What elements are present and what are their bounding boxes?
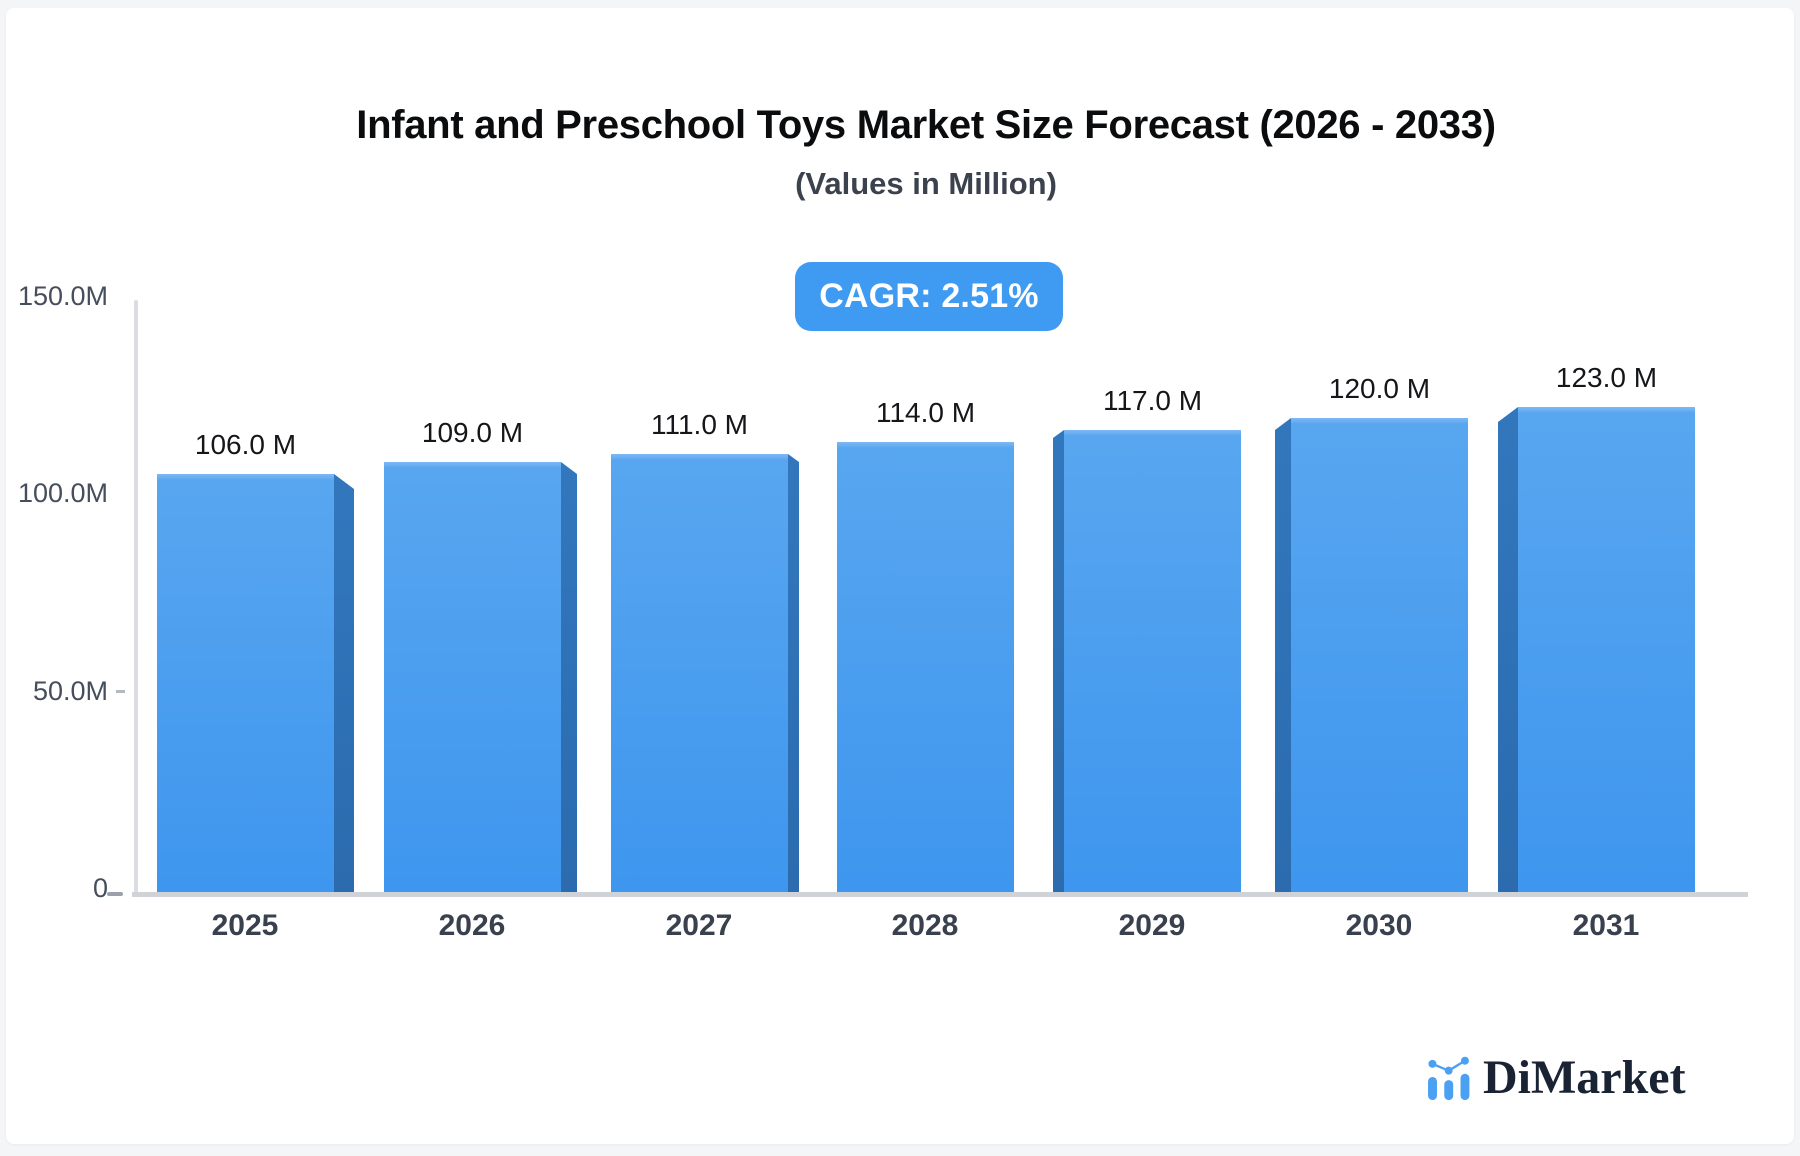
x-axis-label-2026: 2026: [438, 909, 506, 942]
bar-3d-side-2029: [1053, 430, 1064, 892]
chart-card: Infant and Preschool Toys Market Size Fo…: [6, 8, 1794, 1144]
x-axis-label-2028: 2028: [891, 909, 959, 942]
x-axis-baseline: [132, 892, 1748, 897]
x-axis-label-2031: 2031: [1572, 909, 1640, 942]
bar-face-2025: [157, 474, 334, 892]
chart-title: Infant and Preschool Toys Market Size Fo…: [356, 103, 1496, 147]
bar-value-label-2029: 117.0 M: [1102, 385, 1203, 416]
bar-2028: [837, 442, 1014, 892]
bar-3d-side-2027: [788, 454, 799, 892]
bar-face-2029: [1064, 430, 1241, 892]
bar-value-label-2031: 123.0 M: [1555, 362, 1658, 393]
bar-2027: [611, 454, 799, 892]
y-axis-label-50: 50.0M: [32, 676, 108, 706]
bar-face-2028: [837, 442, 1014, 892]
bar-3d-side-2025: [334, 474, 354, 892]
bar-2025: [157, 474, 354, 892]
bar-value-label-2026: 109.0 M: [421, 417, 524, 448]
bar-3d-side-2031: [1498, 407, 1518, 892]
x-axis-label-2030: 2030: [1345, 909, 1413, 942]
bar-face-2027: [611, 454, 788, 892]
chart-subtitle: (Values in Million): [795, 166, 1057, 201]
bar-value-label-2025: 106.0 M: [194, 429, 297, 460]
cagr-badge: CAGR: 2.51%: [795, 262, 1063, 331]
bar-2026: [384, 462, 577, 892]
y-axis-label-150: 150.0M: [17, 281, 108, 311]
bar-3d-side-2026: [561, 462, 577, 892]
bar-2030: [1275, 418, 1468, 892]
y-axis-tick-50: [116, 690, 125, 693]
bar-face-2031: [1518, 407, 1695, 892]
bar-chart-plot-area: 150.0M 100.0M 50.0M 0 106.0 M 2025 109.0 M 2026…: [6, 8, 1800, 1156]
x-axis-label-2029: 2029: [1118, 909, 1186, 942]
y-axis-line: [134, 300, 138, 894]
brand-logo: DiMarket: [1427, 1051, 1686, 1104]
y-axis-tick-0: [107, 892, 123, 896]
bar-value-label-2030: 120.0 M: [1328, 373, 1431, 404]
bar-value-label-2028: 114.0 M: [875, 397, 976, 428]
bar-face-2030: [1291, 418, 1468, 892]
bar-2031: [1498, 407, 1695, 892]
bar-3d-side-2030: [1275, 418, 1291, 892]
bar-face-2026: [384, 462, 561, 892]
x-axis-label-2027: 2027: [665, 909, 733, 942]
x-axis-label-2025: 2025: [211, 909, 279, 942]
bar-2029: [1053, 430, 1241, 892]
brand-name: DiMarket: [1483, 1051, 1686, 1104]
bar-value-label-2027: 111.0 M: [650, 409, 748, 440]
y-axis-label-100: 100.0M: [17, 478, 108, 508]
bar-chart-dots-logo-icon: [1428, 1056, 1470, 1100]
y-axis-label-0: 0: [92, 873, 108, 903]
